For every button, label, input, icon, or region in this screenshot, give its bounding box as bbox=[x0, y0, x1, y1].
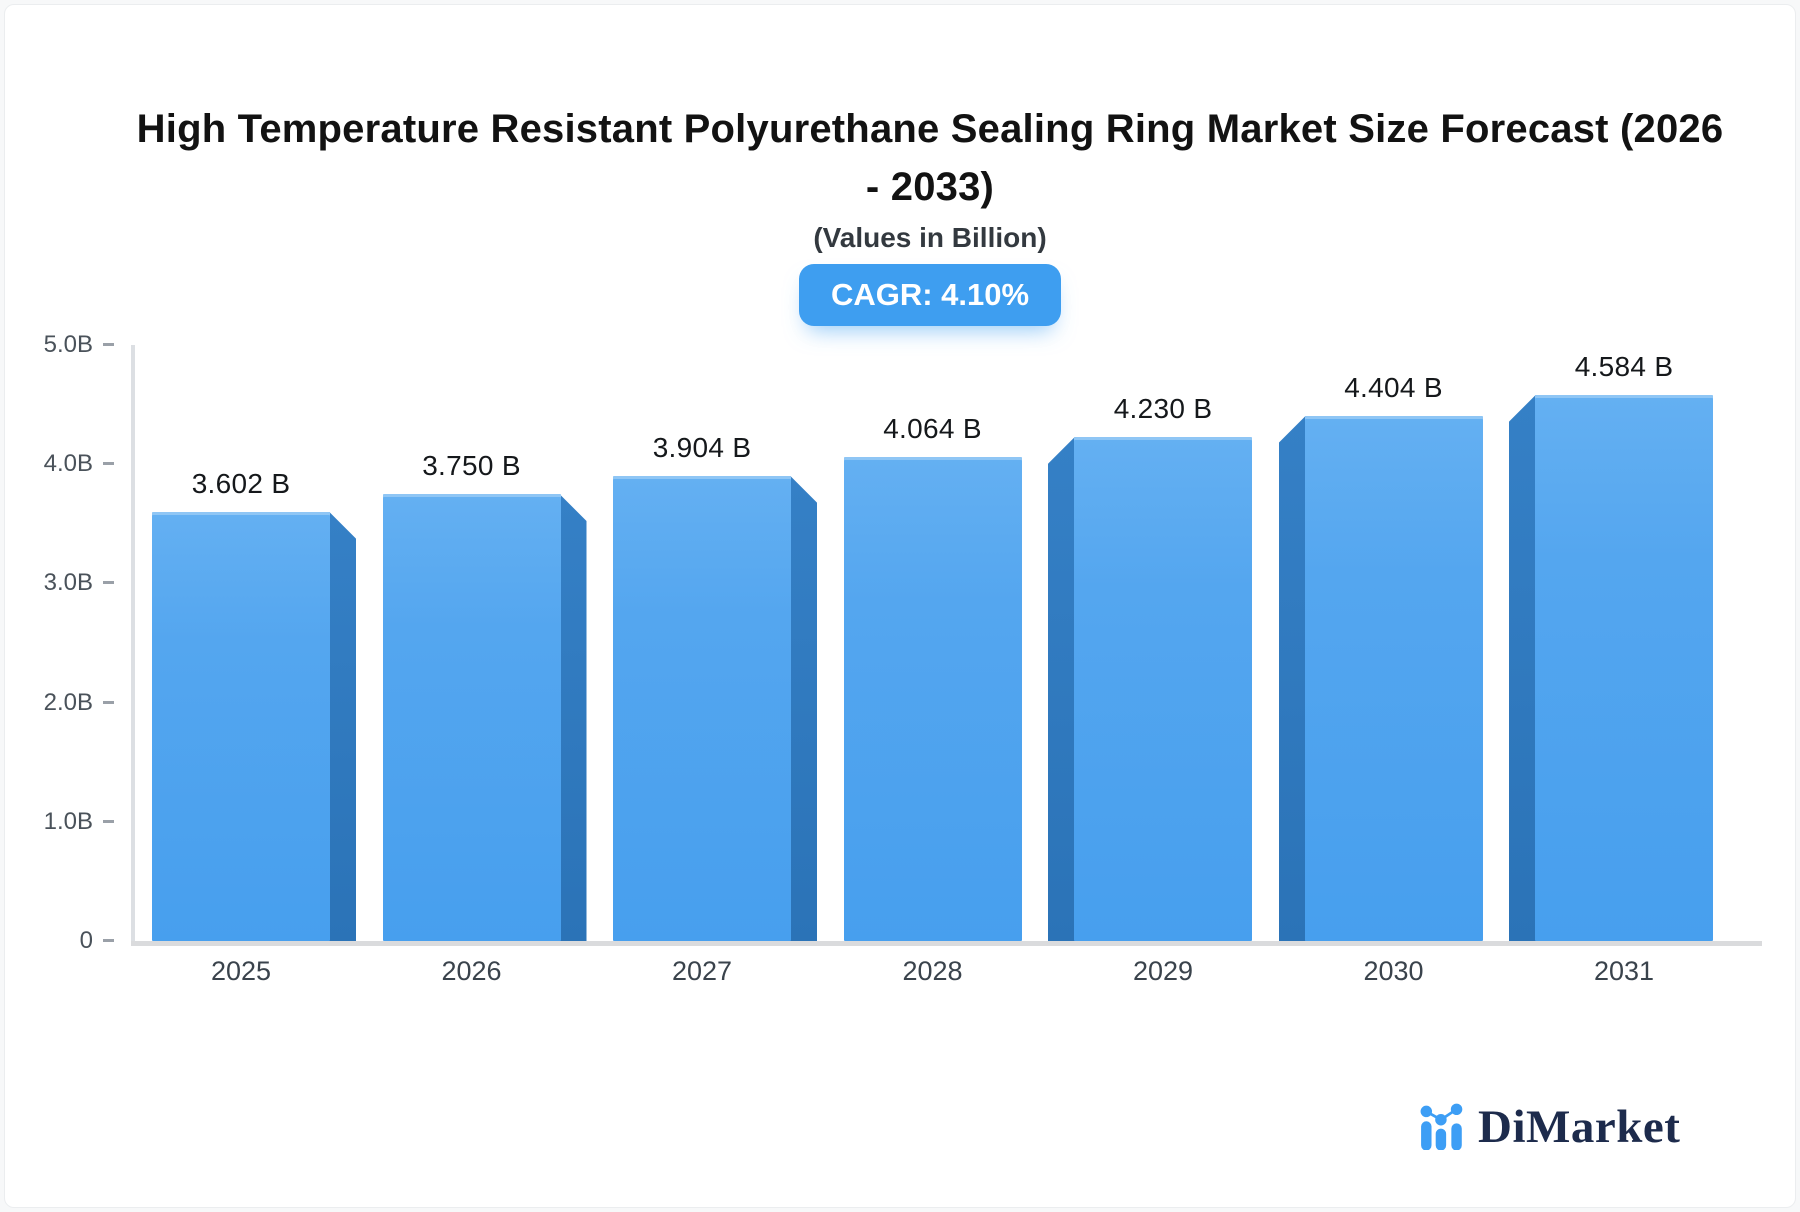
y-tick-dash bbox=[103, 343, 114, 346]
dimarket-logo: DiMarket bbox=[1418, 1096, 1680, 1152]
x-axis-label: 2025 bbox=[210, 956, 272, 986]
bar-value-label: 3.750 B bbox=[422, 450, 521, 481]
bar-side-face bbox=[1278, 416, 1306, 941]
bar-side-face bbox=[790, 475, 817, 941]
y-tick-dash bbox=[103, 939, 114, 942]
bar-side-face bbox=[559, 494, 587, 941]
y-axis-line bbox=[131, 345, 135, 941]
bar-front-face bbox=[152, 511, 330, 941]
bar-value-label: 4.064 B bbox=[883, 412, 982, 444]
y-tick-label: 0 bbox=[79, 927, 93, 954]
y-tick-dash bbox=[103, 819, 114, 823]
bar-front-face bbox=[1074, 436, 1252, 941]
bar-value-label: 4.230 B bbox=[1113, 392, 1213, 424]
bar-front-face bbox=[613, 475, 791, 941]
bar-side-face bbox=[1048, 436, 1075, 941]
x-axis-label: 2028 bbox=[902, 956, 963, 986]
bar-value-label: 3.602 B bbox=[191, 467, 291, 499]
x-axis-label: 2029 bbox=[1132, 956, 1194, 986]
y-tick-dash bbox=[103, 581, 114, 585]
chart-header: High Temperature Resistant Polyurethane … bbox=[65, 100, 1795, 326]
x-axis-baseline bbox=[131, 941, 1762, 946]
x-axis-label: 2027 bbox=[671, 956, 733, 986]
mini-bar-line-chart-icon bbox=[1420, 1103, 1463, 1150]
y-tick-label: 5.0B bbox=[43, 331, 93, 358]
y-tick-label: 1.0B bbox=[43, 807, 93, 835]
y-tick-dash bbox=[103, 700, 114, 704]
cagr-badge: CAGR: 4.10% bbox=[798, 264, 1062, 326]
chart-title: High Temperature Resistant Polyurethane … bbox=[137, 100, 1724, 216]
brand-name: DiMarket bbox=[1478, 1101, 1681, 1153]
x-axis-label: 2030 bbox=[1363, 956, 1424, 986]
bar-value-label: 3.904 B bbox=[652, 431, 752, 463]
chart-title-line2: - 2033) bbox=[865, 165, 995, 209]
bar-front-face bbox=[1535, 394, 1713, 941]
bar-value-label: 4.404 B bbox=[1344, 372, 1443, 404]
bar-side-face bbox=[1509, 394, 1536, 941]
y-tick-label: 3.0B bbox=[43, 569, 93, 597]
x-axis-label: 2031 bbox=[1593, 956, 1655, 986]
bar-side-face bbox=[329, 511, 356, 941]
x-axis-label: 2026 bbox=[441, 956, 502, 986]
bar-value-label: 4.584 B bbox=[1574, 350, 1674, 382]
bar-front-face bbox=[843, 456, 1022, 941]
y-tick-dash bbox=[103, 462, 114, 466]
y-tick-label: 2.0B bbox=[43, 688, 93, 716]
chart-subtitle: (Values in Billion) bbox=[813, 222, 1047, 253]
chart-title-line1: High Temperature Resistant Polyurethane … bbox=[136, 107, 1724, 151]
bar-front-face bbox=[382, 494, 561, 941]
bar-front-face bbox=[1304, 416, 1483, 941]
y-tick-label: 4.0B bbox=[43, 450, 93, 478]
